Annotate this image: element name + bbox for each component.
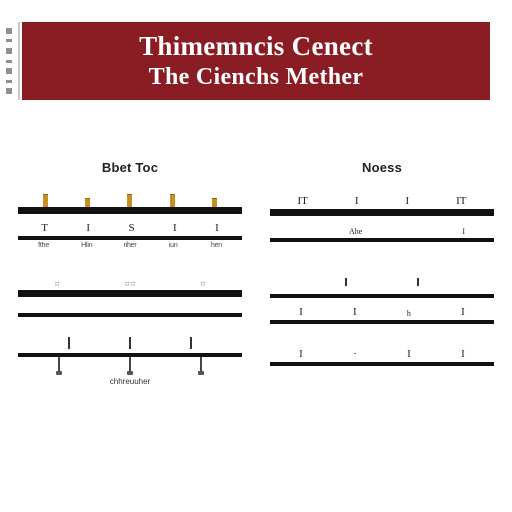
column-right: Noess IT I I IT Ahe I [270,160,494,498]
sub-row: fthe Hlin riher iun hen [18,240,242,256]
decor: ⠶ [200,280,206,288]
pin [129,357,131,371]
canvas: Thimemncis Cenect The Cienchs Mether Bbe… [0,0,512,512]
tick [212,198,217,207]
section: IT I I IT Ahe I [270,189,494,258]
glyph: T [41,223,48,234]
glyph: I [299,307,303,318]
glyph: · [353,349,357,360]
section: ⠶ ⠶⠶ ⠶ [18,274,242,317]
side-dot [6,28,12,34]
glyph: I [461,349,465,360]
glyph-row: I · I I [270,342,494,362]
vmark-row [270,278,494,294]
tick [85,198,90,207]
glyph: I [353,307,357,318]
side-strip [0,22,20,100]
glyph: I [407,349,411,360]
vmark-row [18,337,242,353]
rule [270,320,494,324]
glyph: I [405,196,409,207]
glyph: I [299,349,303,360]
columns: Bbet Toc T I S I I [18,160,494,498]
banner-line-1: Thimemncis Cenect [22,32,490,62]
column-heading: Bbet Toc [18,160,242,175]
glyph: I [173,223,177,234]
pin [200,357,202,371]
glyph-row: I I h I [270,298,494,320]
glyph: IT [456,196,466,207]
section: chhreuuher [18,335,242,386]
glyph-row [18,297,242,313]
tick-row [18,189,242,207]
glyph: h [407,310,411,318]
caption: chhreuuher [18,377,242,386]
section: I I h I [270,276,494,324]
sub-row [270,242,494,258]
side-dot [6,48,12,54]
decor: ⠶⠶ [124,280,136,288]
tick [170,194,175,207]
vmark [345,278,347,286]
glyph-row: T I S I I [18,214,242,236]
glyph: I [215,223,219,234]
glyph: I [355,196,359,207]
glyph: S [128,223,134,234]
side-dot [6,39,12,42]
column-heading: Noess [270,160,494,175]
glyph: I [461,307,465,318]
vmark [417,278,419,286]
glyph-row: IT I I IT [270,189,494,209]
sub-label: Hlin [65,242,108,256]
rule [270,209,494,216]
vmark [68,337,70,349]
side-dot [6,68,12,74]
vmark [129,337,131,349]
sub-label: riher [108,242,151,256]
glyph: I [462,228,465,236]
rule [270,362,494,366]
tick [127,194,132,207]
sub-label: fthe [22,242,65,256]
vmark [190,337,192,349]
decor: ⠶ [54,280,60,288]
rule [18,313,242,317]
glyph: Ahe [349,228,362,236]
rule [18,207,242,214]
side-dot [6,60,12,63]
decor-row: ⠶ ⠶⠶ ⠶ [18,274,242,290]
banner-line-2: The Cienchs Mether [22,64,490,90]
tick [43,194,48,207]
glyph-row: Ahe I [270,216,494,238]
glyph: IT [297,196,307,207]
rule [18,290,242,297]
side-dot [6,80,12,83]
section: T I S I I fthe Hlin riher iun hen [18,189,242,256]
sub-label: hen [195,242,238,256]
glyph: I [86,223,90,234]
pin-row [18,357,242,375]
section: I · I I [270,342,494,366]
title-banner: Thimemncis Cenect The Cienchs Mether [22,22,490,100]
sub-label: iun [152,242,195,256]
side-dot [6,88,12,94]
pin [58,357,60,371]
column-left: Bbet Toc T I S I I [18,160,242,498]
